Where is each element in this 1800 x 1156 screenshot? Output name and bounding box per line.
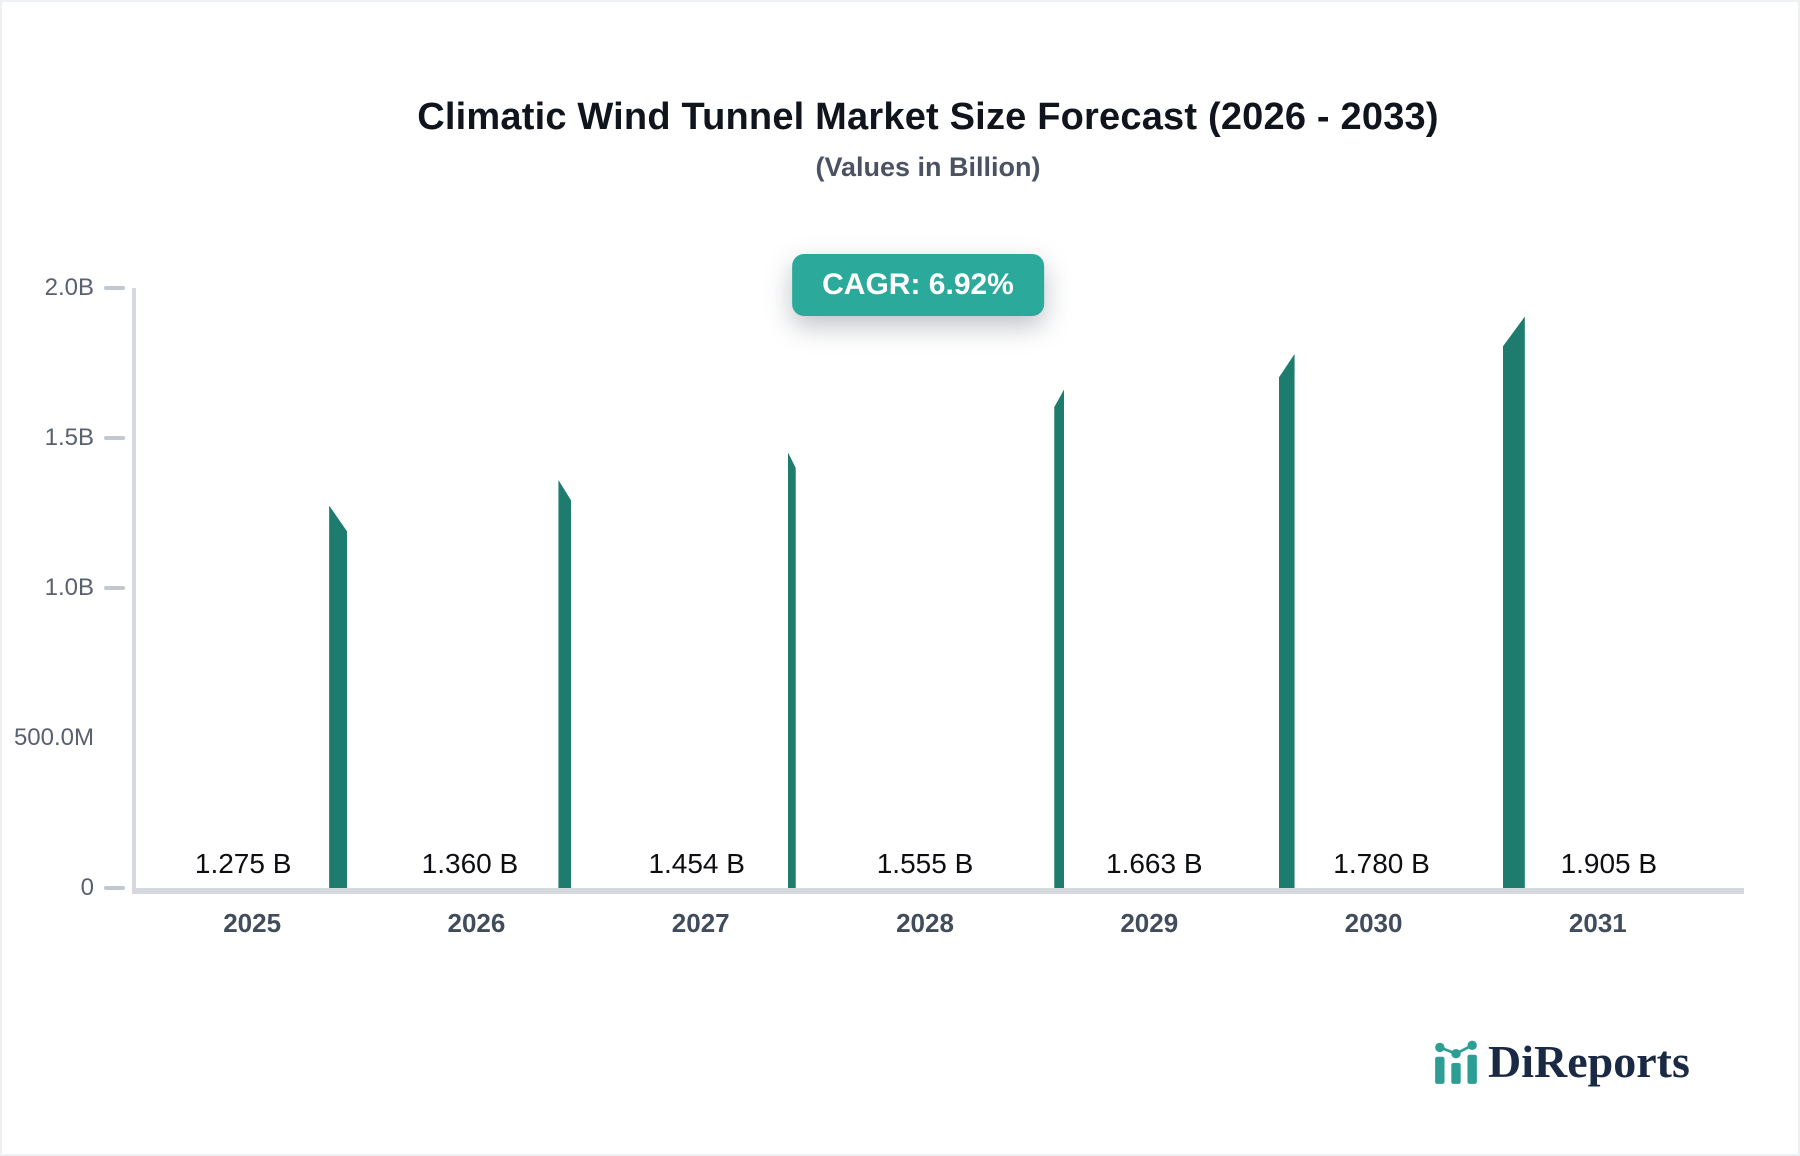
bar-slot: 1.905 B <box>1486 288 1710 888</box>
bar-2031[interactable]: 1.905 B <box>1502 316 1693 888</box>
bar-slot: 1.663 B <box>1037 288 1261 888</box>
y-tick-label: 0 <box>80 874 94 901</box>
x-axis-labels: 2025 2026 2027 2028 2029 2030 2031 <box>140 908 1710 939</box>
x-axis-label-2028: 2028 <box>896 908 954 938</box>
y-tick-dash <box>104 886 125 890</box>
cagr-badge: CAGR: 6.92% <box>792 254 1044 316</box>
bar-value-label: 1.905 B <box>1560 848 1658 879</box>
bar-2029[interactable]: 1.663 B <box>1054 389 1244 888</box>
bar-value-label: 1.780 B <box>1333 848 1430 879</box>
x-axis-line <box>132 888 1744 894</box>
mini-bar-line-chart-icon <box>1435 1040 1477 1084</box>
y-tick-dash <box>104 286 125 290</box>
bar-3d-edge <box>787 451 796 888</box>
y-tick-dash <box>104 586 125 590</box>
bar-2026[interactable]: 1.360 B <box>381 480 572 888</box>
x-axis-label-2031: 2031 <box>1568 908 1627 938</box>
bar-series: 1.275 B 1.360 B 1.454 B 1.555 B 1.663 B 1.780… <box>140 288 1710 888</box>
bar-slot: 1.360 B <box>364 288 588 888</box>
bar-value-label: 1.275 B <box>194 848 292 879</box>
bar-3d-edge <box>1054 389 1065 888</box>
bar-slot: 1.454 B <box>589 288 813 888</box>
x-axis-label-2030: 2030 <box>1344 908 1403 938</box>
bar-slot: 1.555 B <box>813 288 1037 888</box>
bar-2025[interactable]: 1.275 B <box>157 505 348 888</box>
direports-logo: DiReports <box>1432 1038 1690 1086</box>
y-tick-label: 1.5B <box>44 424 94 451</box>
bar-value-label: 1.663 B <box>1106 848 1203 879</box>
bar-value-label: 1.360 B <box>421 848 519 879</box>
bar-value-label: 1.555 B <box>876 848 974 879</box>
bar-2027[interactable]: 1.454 B <box>606 451 796 888</box>
y-tick-label: 500.0M <box>13 724 94 751</box>
chart-title: Climatic Wind Tunnel Market Size Forecas… <box>417 96 1439 138</box>
bar-3d-edge <box>1278 354 1295 888</box>
y-axis-line <box>132 288 136 892</box>
bar-3d-edge <box>329 505 348 888</box>
bar-3d-edge <box>558 480 572 888</box>
bar-slot: 1.780 B <box>1261 288 1485 888</box>
x-axis-label-2029: 2029 <box>1120 908 1179 938</box>
y-tick-label: 1.0B <box>44 574 94 601</box>
bar-value-label: 1.454 B <box>648 848 745 879</box>
bar-slot: 1.275 B <box>140 288 364 888</box>
y-tick-dash <box>104 436 125 440</box>
chart-subtitle: (Values in Billion) <box>815 152 1041 182</box>
bar-2030[interactable]: 1.780 B <box>1278 354 1469 888</box>
x-axis-label-2027: 2027 <box>671 908 730 938</box>
bar-3d-edge <box>1502 316 1525 888</box>
x-axis-label-2025: 2025 <box>223 908 282 938</box>
logo-wordmark: DiReports <box>1488 1036 1690 1087</box>
bar-2028[interactable]: 1.555 B <box>830 422 1020 889</box>
x-axis-label-2026: 2026 <box>447 908 506 938</box>
y-tick-label: 2.0B <box>44 274 94 301</box>
